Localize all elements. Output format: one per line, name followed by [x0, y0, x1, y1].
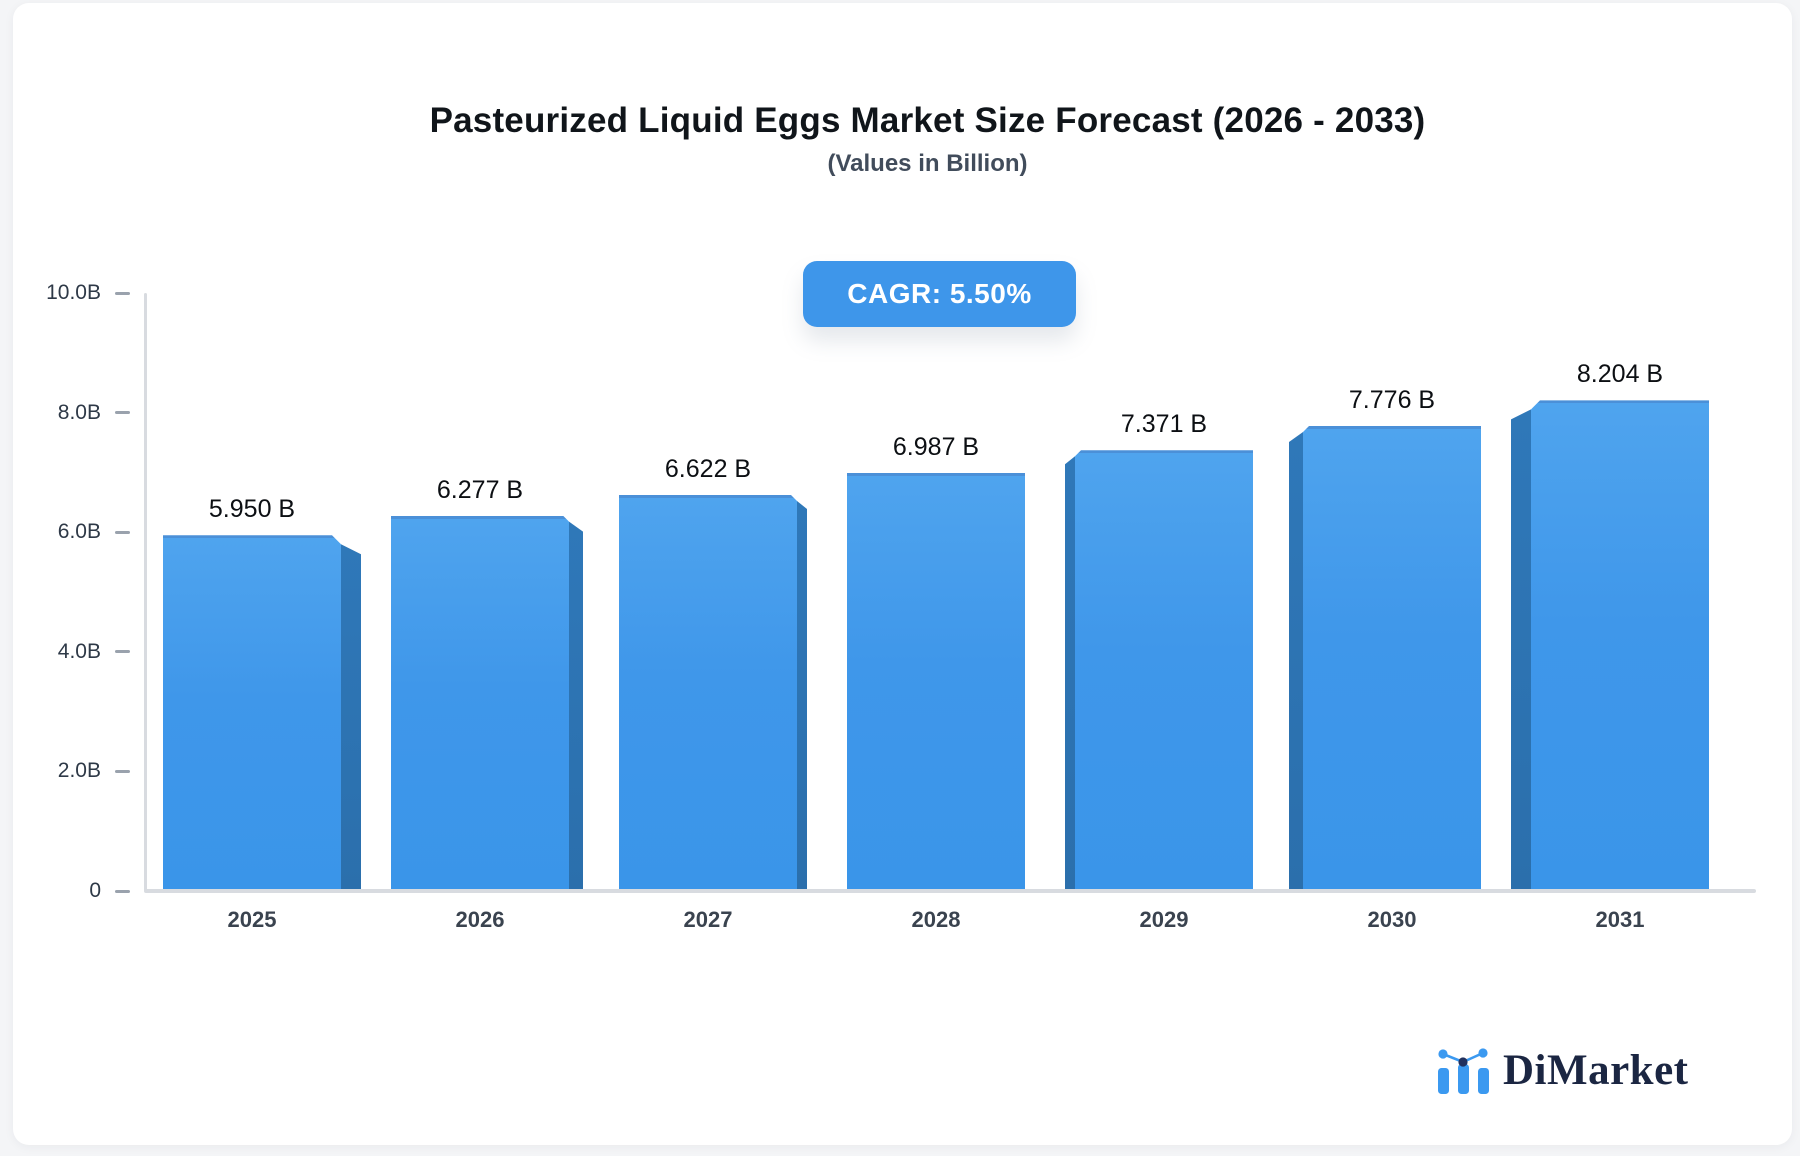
cagr-badge: CAGR: 5.50%: [803, 261, 1076, 327]
bar-2026-3d-side: [569, 521, 583, 891]
bar-2025-3d-side: [341, 544, 361, 891]
x-category-label: 2031: [1595, 907, 1645, 932]
y-tick-label: 0: [89, 879, 101, 902]
bar-value-label: 7.371 B: [1120, 410, 1208, 439]
y-tick-label: 10.0B: [46, 281, 101, 304]
y-tick-dash: [115, 650, 130, 654]
bar-value-label: 8.204 B: [1576, 360, 1664, 389]
x-axis-baseline: [144, 889, 1756, 893]
y-tick-label: 8.0B: [57, 400, 101, 424]
x-category-label: 2025: [227, 907, 277, 932]
y-tick-dash: [115, 411, 130, 415]
bar-value-label: 6.987 B: [892, 433, 980, 462]
bar-2031-3d-side: [1511, 409, 1531, 891]
bar-2029: [1075, 450, 1253, 891]
bar-value-label: 6.622 B: [664, 455, 752, 483]
bar-2029-3d-side: [1065, 456, 1075, 891]
bar-2028: [847, 473, 1025, 891]
bar-2026: [391, 516, 569, 891]
bar-value-label: 5.950 B: [208, 495, 296, 524]
x-category-label: 2028: [911, 907, 961, 932]
chart-subtitle: (Values in Billion): [827, 150, 1028, 177]
bar-value-label: 7.776 B: [1348, 385, 1436, 414]
bar-2025: [163, 535, 341, 891]
bar-2030: [1303, 425, 1481, 891]
bar-2027: [619, 495, 797, 891]
bar-chart: 10.0B 8.0B 6.0B 4.0B 2.0B 0 5.950 B 2025 6.277 B…: [13, 3, 1792, 1145]
y-tick-dash: [115, 291, 130, 295]
y-tick-dash: [115, 889, 130, 893]
x-category-label: 2030: [1367, 907, 1417, 932]
y-axis-line: [144, 293, 147, 891]
y-tick-dash: [115, 530, 130, 534]
bar-2027-3d-side: [797, 500, 807, 891]
chart-card: Pasteurized Liquid Eggs Market Size Fore…: [13, 3, 1792, 1145]
dimarket-logo-text: DiMarket: [1503, 1047, 1689, 1094]
dimarket-logo: DiMarket: [1435, 1043, 1689, 1099]
x-category-label: 2026: [455, 907, 505, 932]
bar-2031: [1531, 400, 1709, 891]
bar-value-label: 6.277 B: [436, 475, 524, 504]
y-tick-label: 4.0B: [57, 639, 101, 663]
y-tick-label: 2.0B: [57, 759, 101, 783]
cagr-badge-label: CAGR: 5.50%: [847, 278, 1032, 309]
bar-line-chart-icon: [1438, 1048, 1489, 1094]
chart-header: Pasteurized Liquid Eggs Market Size Fore…: [63, 99, 1792, 179]
y-tick-label: 6.0B: [57, 520, 101, 544]
bar-2030-3d-side: [1289, 431, 1303, 891]
chart-title: Pasteurized Liquid Eggs Market Size Fore…: [429, 101, 1426, 140]
x-category-label: 2027: [683, 907, 733, 932]
x-category-label: 2029: [1139, 907, 1189, 932]
y-tick-dash: [115, 769, 130, 773]
